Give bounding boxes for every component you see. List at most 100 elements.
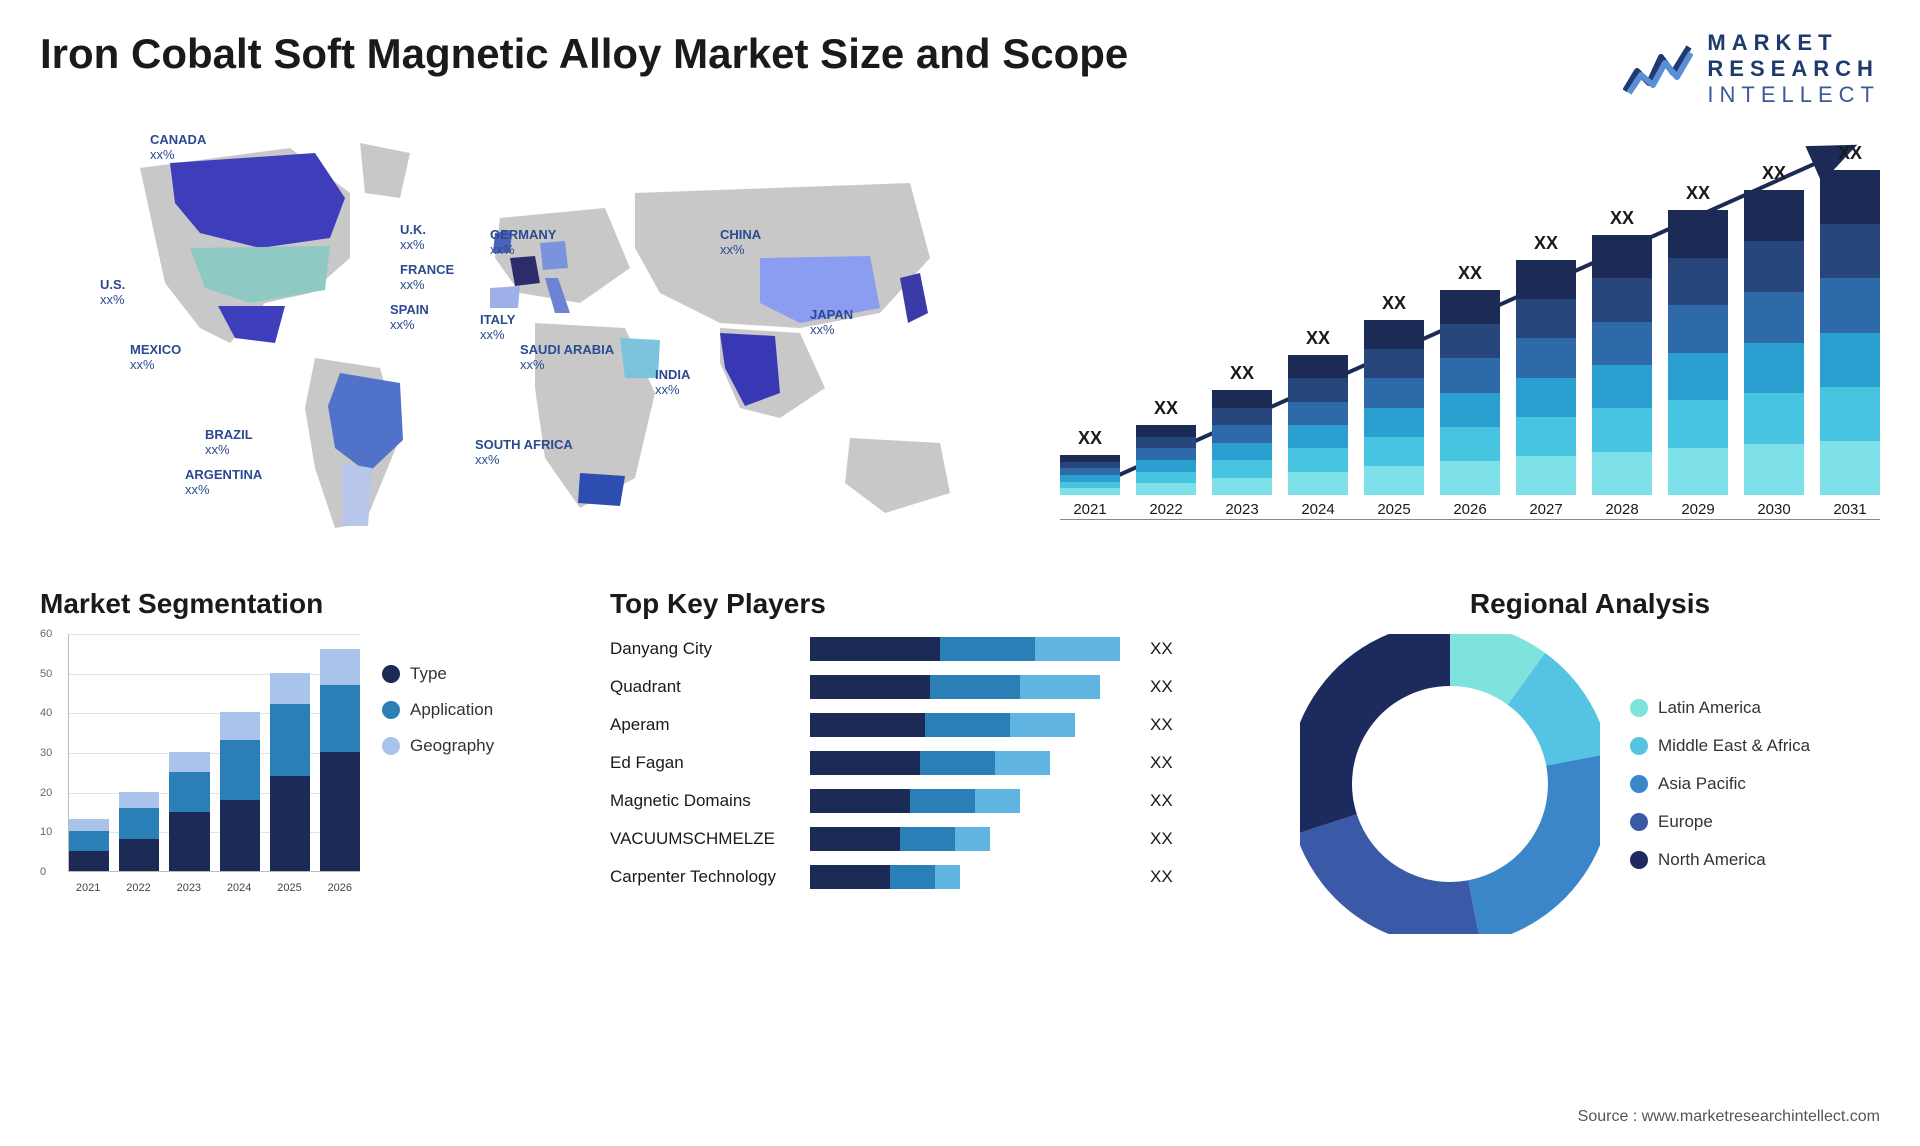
seg-legend-item: Application	[382, 700, 494, 720]
map-label-mexico: MEXICOxx%	[130, 343, 181, 373]
regional-legend-item: Middle East & Africa	[1630, 736, 1810, 756]
legend-label: Application	[410, 700, 493, 720]
map-japan	[900, 273, 928, 323]
map-label-southafrica: SOUTH AFRICAxx%	[475, 438, 573, 468]
growth-bar-label: XX	[1154, 398, 1178, 419]
map-france	[510, 256, 540, 286]
logo-text-3: INTELLECT	[1707, 82, 1880, 108]
growth-bar-2023: XX2023	[1212, 363, 1272, 518]
map-label-italy: ITALYxx%	[480, 313, 515, 343]
growth-x-label: 2029	[1681, 501, 1714, 518]
seg-legend-item: Geography	[382, 736, 494, 756]
legend-label: Middle East & Africa	[1658, 736, 1810, 756]
legend-label: Europe	[1658, 812, 1713, 832]
growth-bar-2031: XX 2031	[1820, 143, 1880, 518]
regional-title: Regional Analysis	[1300, 588, 1880, 620]
growth-x-label: 2031	[1833, 501, 1866, 518]
map-argentina	[342, 463, 372, 526]
key-players-section: Top Key Players Danyang CityXXQuadrantXX…	[610, 588, 1250, 934]
page-title: Iron Cobalt Soft Magnetic Alloy Market S…	[40, 30, 1128, 78]
segmentation-chart: 0102030405060 202120222023202420252026	[40, 634, 360, 894]
player-value: XX	[1150, 867, 1173, 887]
seg-bar-2025	[270, 673, 310, 871]
map-label-canada: CANADAxx%	[150, 133, 206, 163]
players-title: Top Key Players	[610, 588, 1250, 620]
legend-swatch-icon	[1630, 699, 1648, 717]
player-bar	[810, 751, 1130, 775]
world-map-section: CANADAxx%U.S.xx%MEXICOxx%BRAZILxx%ARGENT…	[40, 128, 1020, 548]
growth-chart: XX2021XX2022XX2023XX2024XX2025XX2026XX20…	[1060, 128, 1880, 548]
player-value: XX	[1150, 677, 1173, 697]
map-label-spain: SPAINxx%	[390, 303, 429, 333]
growth-x-label: 2025	[1377, 501, 1410, 518]
seg-x-label: 2022	[118, 882, 158, 894]
seg-ytick: 50	[40, 668, 52, 680]
legend-label: Latin America	[1658, 698, 1761, 718]
player-row: VACUUMSCHMELZEXX	[610, 824, 1250, 854]
growth-bar-label: XX	[1610, 208, 1634, 229]
seg-ytick: 10	[40, 826, 52, 838]
player-value: XX	[1150, 639, 1173, 659]
growth-x-label: 2022	[1149, 501, 1182, 518]
growth-bar-2030: XX2030	[1744, 163, 1804, 518]
legend-swatch-icon	[1630, 775, 1648, 793]
seg-ytick: 40	[40, 707, 52, 719]
legend-swatch-icon	[382, 737, 400, 755]
donut-slice-north-america	[1320, 654, 1450, 824]
growth-x-label: 2028	[1605, 501, 1638, 518]
player-name: Carpenter Technology	[610, 867, 800, 887]
map-label-saudiarabia: SAUDI ARABIAxx%	[520, 343, 614, 373]
segmentation-legend: Type Application Geography	[382, 664, 494, 756]
growth-x-label: 2024	[1301, 501, 1334, 518]
growth-x-label: 2026	[1453, 501, 1486, 518]
player-name: Magnetic Domains	[610, 791, 800, 811]
legend-label: North America	[1658, 850, 1766, 870]
legend-label: Asia Pacific	[1658, 774, 1746, 794]
source-attribution: Source : www.marketresearchintellect.com	[1578, 1108, 1880, 1126]
map-label-france: FRANCExx%	[400, 263, 454, 293]
seg-x-label: 2024	[219, 882, 259, 894]
seg-ytick: 20	[40, 787, 52, 799]
seg-x-label: 2021	[68, 882, 108, 894]
regional-analysis-section: Regional Analysis Latin America Middle Ea…	[1300, 588, 1880, 934]
growth-bar-label: XX	[1838, 143, 1862, 164]
seg-bar-2021	[69, 819, 109, 871]
segmentation-title: Market Segmentation	[40, 588, 560, 620]
map-label-china: CHINAxx%	[720, 228, 761, 258]
growth-bar-label: XX	[1458, 263, 1482, 284]
bottom-row: Market Segmentation 0102030405060 202120…	[40, 588, 1880, 934]
growth-x-label: 2027	[1529, 501, 1562, 518]
growth-x-label: 2021	[1073, 501, 1106, 518]
seg-legend-item: Type	[382, 664, 494, 684]
seg-x-label: 2026	[320, 882, 360, 894]
player-value: XX	[1150, 753, 1173, 773]
donut-slice-asia-pacific	[1474, 760, 1580, 912]
growth-bar-2026: XX 2026	[1440, 263, 1500, 518]
player-row: QuadrantXX	[610, 672, 1250, 702]
growth-bar-2021: XX2021	[1060, 428, 1120, 518]
growth-axis	[1060, 519, 1880, 520]
map-label-japan: JAPANxx%	[810, 308, 853, 338]
market-segmentation-section: Market Segmentation 0102030405060 202120…	[40, 588, 560, 934]
map-spain	[490, 286, 520, 308]
legend-label: Type	[410, 664, 447, 684]
legend-swatch-icon	[1630, 851, 1648, 869]
map-label-germany: GERMANYxx%	[490, 228, 556, 258]
player-name: Ed Fagan	[610, 753, 800, 773]
player-value: XX	[1150, 791, 1173, 811]
growth-bar-label: XX	[1382, 293, 1406, 314]
map-label-uk: U.K.xx%	[400, 223, 426, 253]
growth-bar-2028: XX 2028	[1592, 208, 1652, 518]
legend-swatch-icon	[1630, 737, 1648, 755]
logo-icon	[1623, 43, 1693, 95]
donut-slice-latin-america	[1450, 654, 1526, 679]
legend-swatch-icon	[382, 701, 400, 719]
seg-x-label: 2025	[269, 882, 309, 894]
growth-bar-label: XX	[1534, 233, 1558, 254]
brand-logo: MARKET RESEARCH INTELLECT	[1623, 30, 1880, 108]
growth-x-label: 2023	[1225, 501, 1258, 518]
seg-ytick: 30	[40, 747, 52, 759]
growth-bar-label: XX	[1686, 183, 1710, 204]
player-bar	[810, 675, 1130, 699]
growth-bar-2024: XX2024	[1288, 328, 1348, 518]
